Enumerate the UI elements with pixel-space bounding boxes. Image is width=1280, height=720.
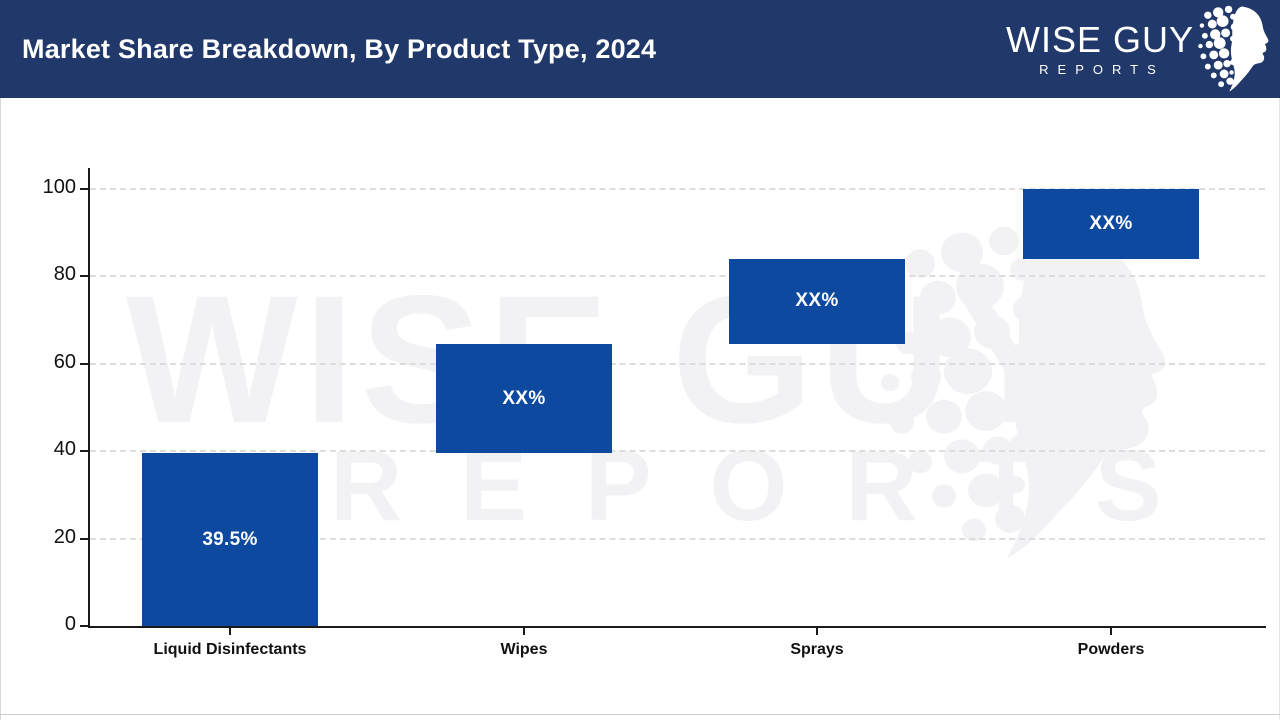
y-tick-label-0: 0 [64, 613, 76, 635]
gridline-100 [90, 187, 1265, 190]
watermark-head-graphic [881, 226, 1166, 559]
x-tick-mark-3 [1110, 628, 1112, 635]
bar-value-label: 39.5% [202, 528, 258, 550]
frame-border-bottom [0, 714, 1280, 715]
logo-wordmark: WISE GUY [1005, 18, 1194, 60]
logo-text: WISE GUY REPORTS [1005, 18, 1194, 77]
gridline-80 [90, 275, 1265, 277]
x-axis-label-0: Liquid Disinfectants [153, 641, 307, 658]
y-tick-mark-80 [80, 275, 89, 277]
gridline-40 [90, 450, 1265, 452]
y-tick-mark-60 [80, 362, 89, 365]
x-axis-label-3: Powders [1077, 641, 1145, 658]
gridline-60 [90, 362, 1265, 365]
header-bar: Market Share Breakdown, By Product Type,… [0, 0, 1280, 98]
x-axis-label-1: Wipes [500, 641, 548, 658]
page-title: Market Share Breakdown, By Product Type,… [22, 33, 657, 64]
gridline-20 [90, 537, 1265, 540]
bar-wipes: XX% [436, 343, 612, 454]
bar-value-label: XX% [1089, 212, 1133, 234]
logo-subtitle: REPORTS [1039, 61, 1165, 77]
frame-border-left [0, 98, 1, 720]
wise-guy-reports-logo: WISE GUY REPORTS [1006, 5, 1280, 93]
bar-liquid-disinfectants: 39.5% [142, 453, 318, 626]
x-tick-mark-1 [523, 628, 525, 635]
y-tick-mark-20 [80, 537, 89, 540]
x-axis-line [88, 626, 1266, 628]
x-tick-mark-0 [229, 628, 231, 635]
bar-sprays: XX% [729, 258, 905, 344]
y-tick-label-80: 80 [53, 263, 76, 285]
y-tick-mark-0 [80, 625, 89, 627]
bar-value-label: XX% [502, 387, 546, 409]
y-tick-mark-40 [80, 450, 89, 452]
y-axis-line [88, 168, 90, 628]
y-tick-label-100: 100 [42, 175, 76, 198]
y-tick-label-20: 20 [53, 525, 76, 548]
y-tick-label-60: 60 [53, 350, 76, 373]
y-tick-label-40: 40 [53, 438, 76, 460]
x-tick-mark-2 [816, 628, 818, 635]
y-tick-mark-100 [80, 187, 89, 190]
bar-value-label: XX% [795, 290, 839, 312]
bar-powders: XX% [1023, 188, 1199, 259]
dotted-head-icon [1198, 5, 1269, 92]
x-axis-label-2: Sprays [790, 641, 844, 658]
